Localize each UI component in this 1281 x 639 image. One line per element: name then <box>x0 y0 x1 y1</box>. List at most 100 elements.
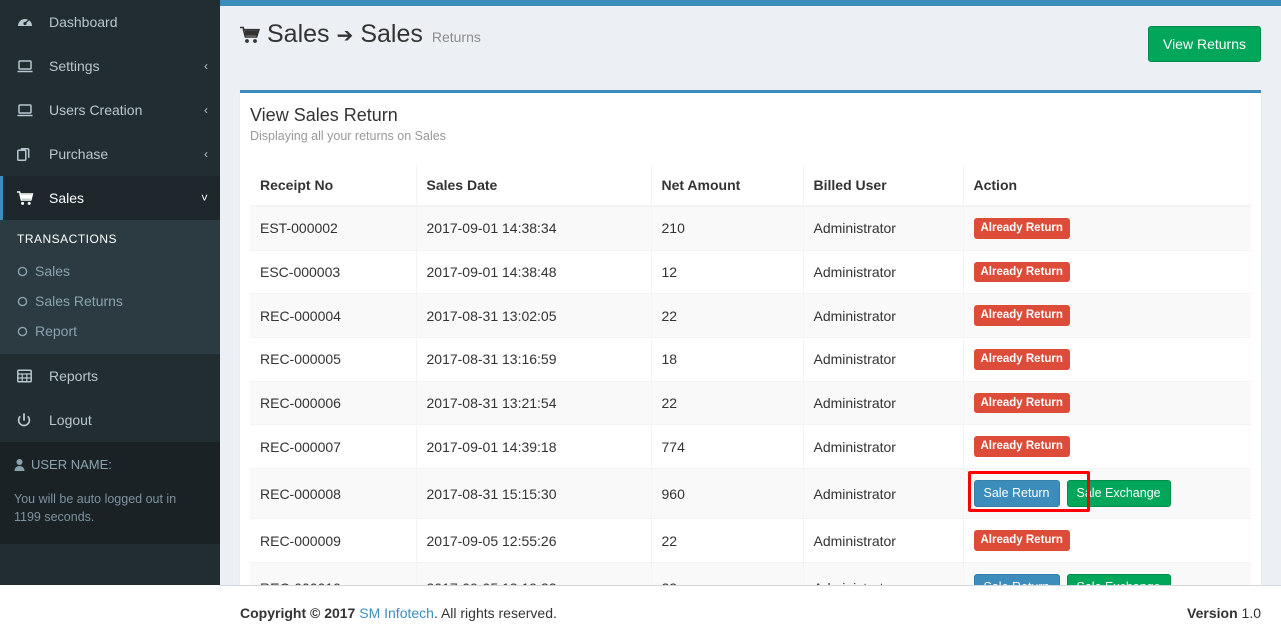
action-buttons: Already Return <box>973 348 1242 370</box>
already-return-badge: Already Return <box>973 218 1070 239</box>
table-row: EST-000002 2017-09-01 14:38:34 210 Administ… <box>250 205 1251 251</box>
table-header-action: Action <box>962 165 1251 207</box>
cell-date: 2017-09-01 14:38:48 <box>415 249 651 294</box>
laptop-icon <box>17 57 39 75</box>
cell-receipt: REC-000008 <box>250 467 416 519</box>
circle-o-icon <box>17 266 35 277</box>
sidebar-subitem-report[interactable]: Report <box>0 316 220 346</box>
breadcrumb-second: Sales <box>360 20 423 48</box>
power-off-icon <box>17 411 39 429</box>
cell-date: 2017-09-01 14:38:34 <box>415 205 651 251</box>
sidebar-bottom-filler <box>0 585 220 639</box>
action-buttons: Already Return <box>973 305 1242 326</box>
sale-exchange-button[interactable]: Sale Exchange <box>1066 479 1171 508</box>
cell-action: Already Return <box>962 205 1251 251</box>
table-header-billed-user: Billed User <box>802 165 963 207</box>
cell-receipt: REC-000007 <box>250 424 416 469</box>
cell-receipt: EST-000002 <box>250 205 416 251</box>
sidebar-subitem-sales[interactable]: Sales <box>0 256 220 286</box>
already-return-badge: Already Return <box>973 305 1070 326</box>
sidebar-item-reports[interactable]: Reports <box>0 354 220 398</box>
cell-amount: 22 <box>650 518 803 563</box>
cell-amount: 12 <box>650 249 803 294</box>
already-return-badge: Already Return <box>973 392 1070 414</box>
action-buttons: Already Return <box>973 530 1242 552</box>
cell-date: 2017-08-31 13:16:59 <box>415 336 651 382</box>
table-row: REC-000006 2017-08-31 13:21:54 22 Administr… <box>250 380 1251 425</box>
sidebar-subitem-label: Report <box>35 323 78 339</box>
cell-action: Already Return <box>962 380 1251 425</box>
sidebar-nav-bottom: Reports Logout <box>0 354 220 442</box>
action-buttons: Already Return <box>973 261 1242 283</box>
table-header-row: Receipt No Sales Date Net Amount Billed Use… <box>250 165 1251 207</box>
sidebar-item-label: Sales <box>49 190 85 206</box>
sidebar-section-header: TRANSACTIONS <box>0 220 220 256</box>
sidebar-item-label: Logout <box>49 412 92 428</box>
laptop-icon <box>17 101 39 119</box>
table-header-sales-date: Sales Date <box>415 165 651 207</box>
cell-receipt: REC-000005 <box>250 336 416 382</box>
circle-o-icon <box>17 326 35 337</box>
action-buttons: Already Return <box>973 392 1242 414</box>
table-header-net-amount: Net Amount <box>650 165 803 207</box>
chevron-icon: ˅ <box>200 191 208 205</box>
cell-user: Administrator <box>802 518 963 563</box>
arrow-icon: ➔ <box>336 25 354 47</box>
cell-date: 2017-08-31 15:15:30 <box>415 467 651 519</box>
cell-receipt: REC-000006 <box>250 380 416 425</box>
dashboard-icon <box>17 13 39 31</box>
footer-version: Version 1.0 <box>1187 605 1261 621</box>
action-buttons: Already Return <box>973 218 1242 239</box>
sidebar: Dashboard Settings ‹ Users Creation ‹ Purchas… <box>0 0 220 585</box>
sidebar-item-dashboard[interactable]: Dashboard <box>0 0 220 44</box>
user-name-row: USER NAME: <box>14 457 206 472</box>
sidebar-item-settings[interactable]: Settings ‹ <box>0 44 220 88</box>
cell-amount: 22 <box>650 293 803 338</box>
cell-action: Already Return <box>962 336 1251 382</box>
cell-user: Administrator <box>802 424 963 469</box>
cell-user: Administrator <box>802 293 963 338</box>
cell-amount: 18 <box>650 336 803 382</box>
sale-return-button[interactable]: Sale Return <box>973 479 1060 508</box>
footer-copyright: Copyright © 2017 SM Infotech. All rights… <box>240 605 557 621</box>
table-body: EST-000002 2017-09-01 14:38:34 210 Administ… <box>250 205 1251 613</box>
sidebar-nav-top: Dashboard Settings ‹ Users Creation ‹ Purchas… <box>0 0 220 220</box>
page-subtitle: Returns <box>431 29 481 45</box>
cell-user: Administrator <box>802 205 963 251</box>
cell-action: Already Return <box>962 424 1251 469</box>
sidebar-item-label: Dashboard <box>49 14 118 30</box>
cell-user: Administrator <box>802 249 963 294</box>
cell-user: Administrator <box>802 380 963 425</box>
cell-user: Administrator <box>802 336 963 382</box>
table-row: REC-000004 2017-08-31 13:02:05 22 Administr… <box>250 293 1251 338</box>
cell-date: 2017-08-31 13:02:05 <box>415 293 651 338</box>
sidebar-subitem-sales-returns[interactable]: Sales Returns <box>0 286 220 316</box>
footer-company-link[interactable]: SM Infotech <box>359 604 434 621</box>
user-name-label: USER NAME: <box>31 457 112 472</box>
sidebar-item-label: Settings <box>49 58 100 74</box>
sidebar-item-users-creation[interactable]: Users Creation ‹ <box>0 88 220 132</box>
cell-date: 2017-09-01 14:39:18 <box>415 424 651 469</box>
sidebar-item-sales[interactable]: Sales ˅ <box>0 176 220 220</box>
table-header-receipt-no: Receipt No <box>250 165 416 207</box>
table-row: REC-000007 2017-09-01 14:39:18 774 Administ… <box>250 424 1251 469</box>
cell-amount: 22 <box>650 380 803 425</box>
chevron-icon: ‹ <box>204 147 208 161</box>
sidebar-item-label: Reports <box>49 368 99 384</box>
cell-action: Already Return <box>962 293 1251 338</box>
cart-icon <box>17 189 39 207</box>
sidebar-item-logout[interactable]: Logout <box>0 398 220 442</box>
cell-amount: 210 <box>650 205 803 251</box>
sidebar-item-label: Users Creation <box>49 102 143 118</box>
panel-header: View Sales Return Displaying all your re… <box>250 105 1251 149</box>
page-title: Sales ➔ Sales Returns <box>240 20 481 49</box>
table-row: REC-000005 2017-08-31 13:16:59 18 Administr… <box>250 336 1251 382</box>
footer: Copyright © 2017 SM Infotech. All rights… <box>220 585 1281 639</box>
chevron-icon: ‹ <box>204 59 208 73</box>
already-return-badge: Already Return <box>973 436 1070 457</box>
view-returns-button[interactable]: View Returns <box>1147 26 1261 62</box>
table-head: Receipt No Sales Date Net Amount Billed Use… <box>250 165 1251 207</box>
sidebar-item-purchase[interactable]: Purchase ‹ <box>0 132 220 176</box>
cell-amount: 960 <box>650 467 803 519</box>
